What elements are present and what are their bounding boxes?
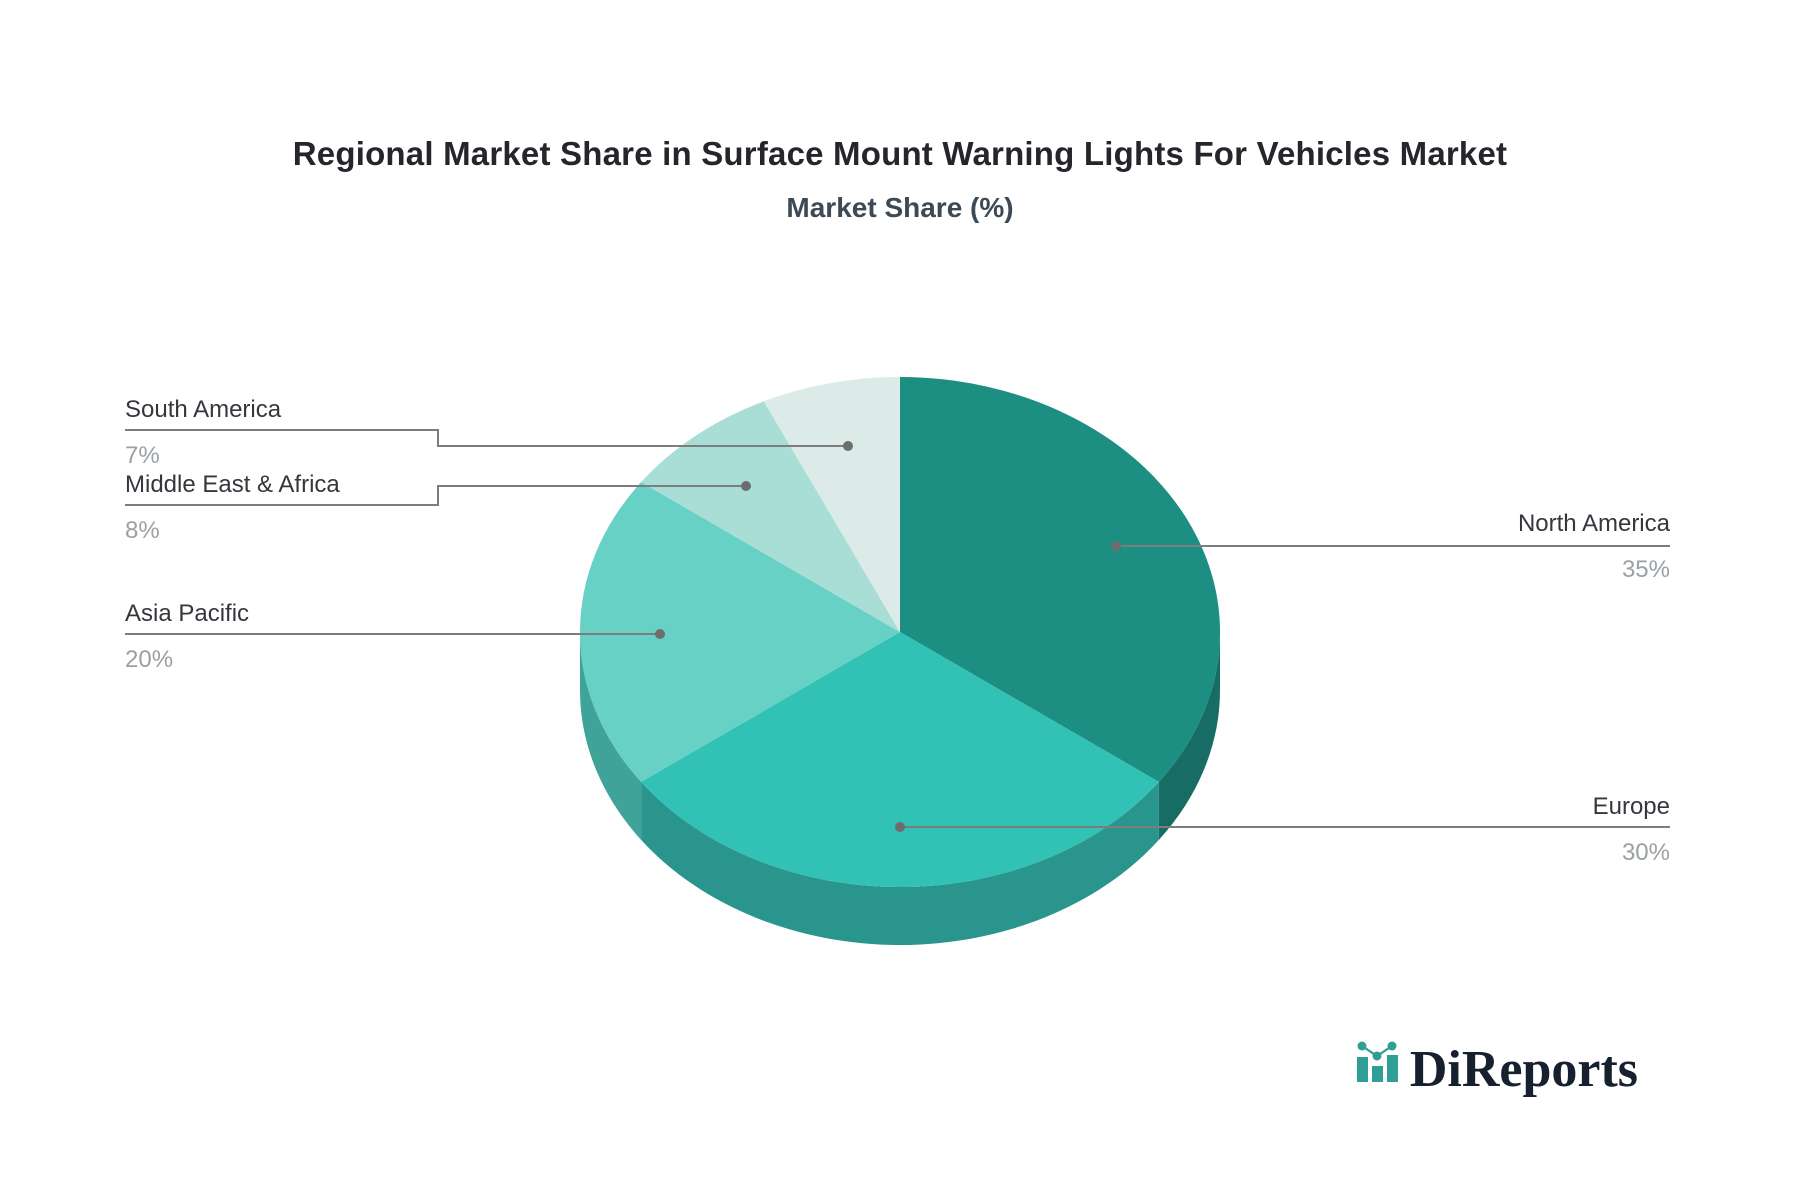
pie-slice-south-america [763, 377, 900, 632]
leader-dot-asia-pacific [655, 629, 665, 639]
pie-slice-north-america [900, 377, 1221, 782]
leader-dot-north-america [1111, 541, 1121, 551]
label-name: Europe [1592, 793, 1670, 820]
logo-icon-bar [1356, 1057, 1368, 1082]
leader-line-south-america [125, 429, 848, 447]
logo-text: DiReports [1409, 1041, 1638, 1098]
logo-icon-bar [1386, 1055, 1398, 1082]
logo-icon-dot [1357, 1041, 1367, 1051]
logo: DiReports [1356, 1040, 1638, 1098]
pie-slice-asia-pacific [579, 482, 900, 782]
pie-slice-europe [641, 632, 1159, 888]
label-south-america: South America 7% [125, 396, 281, 470]
pie-slice-side-asia-pacific [580, 632, 642, 840]
pie-slice-side-europe [641, 781, 1159, 946]
label-percent: 7% [125, 442, 160, 469]
leader-line-middle-east-africa [125, 485, 746, 506]
leader-dot-middle-east-africa [741, 481, 751, 491]
label-name: North America [1517, 510, 1670, 537]
logo-icon-dot [1372, 1051, 1382, 1061]
label-asia-pacific: Asia Pacific 20% [125, 600, 249, 674]
leader-dot-south-america [843, 441, 853, 451]
label-percent: 20% [125, 646, 174, 673]
label-name: Middle East & Africa [125, 471, 340, 498]
logo-icon-bar [1371, 1066, 1383, 1082]
chart-subtitle: Market Share (%) [786, 192, 1014, 223]
label-percent: 8% [125, 517, 160, 544]
leader-dot-europe [895, 822, 905, 832]
label-name: South America [125, 396, 282, 423]
pie-slice-middle-east-africa [641, 401, 900, 632]
label-north-america: North America 35% [1518, 510, 1670, 584]
pie-slice-side-north-america [1158, 632, 1220, 840]
label-percent: 30% [1621, 839, 1670, 866]
logo-bar-chart-icon [1356, 1041, 1398, 1082]
chart-title: Regional Market Share in Surface Mount W… [292, 135, 1508, 172]
label-europe: Europe 30% [1593, 793, 1670, 867]
label-name: Asia Pacific [125, 600, 250, 627]
label-middle-east-africa: Middle East & Africa 8% [125, 471, 340, 545]
label-percent: 35% [1621, 556, 1670, 583]
logo-icon-dot [1387, 1041, 1397, 1051]
